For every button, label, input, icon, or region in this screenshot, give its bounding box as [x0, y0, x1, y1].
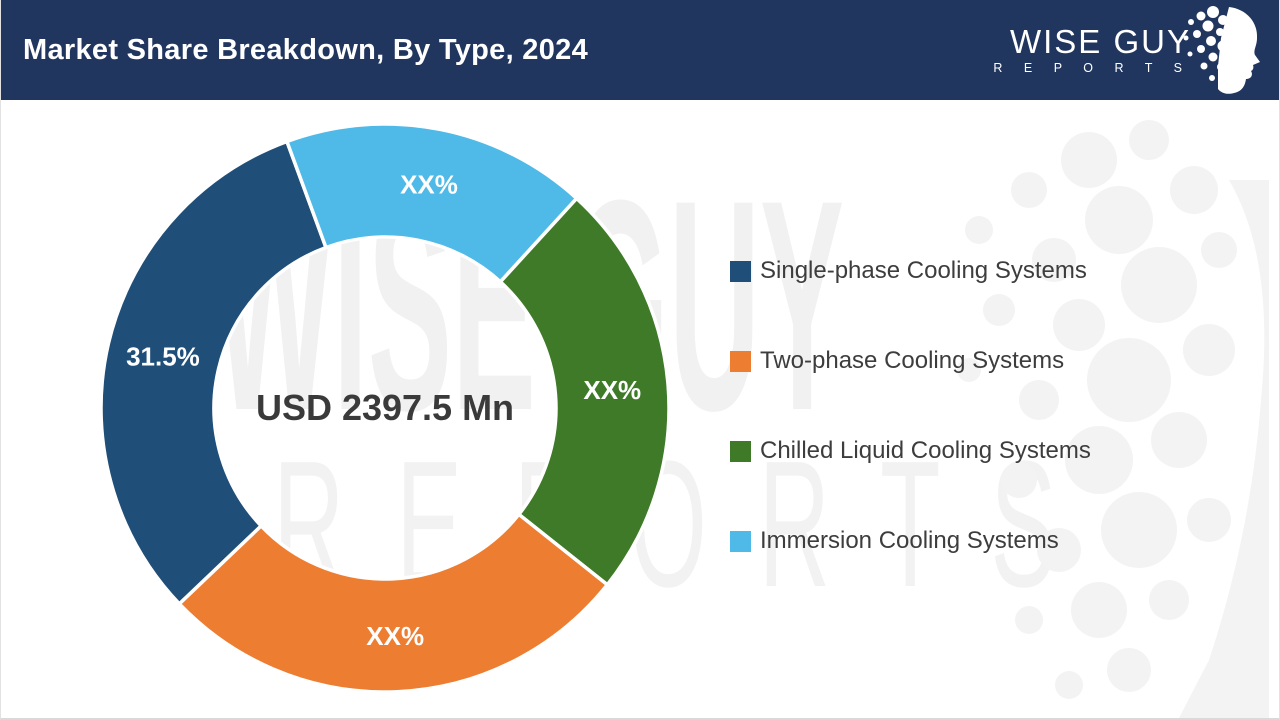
legend-label: Single-phase Cooling Systems: [760, 257, 1087, 284]
legend-swatch: [730, 350, 751, 372]
donut-segment: [285, 122, 579, 284]
donut-segment-label: XX%: [583, 375, 641, 405]
logo-head-icon: [1183, 6, 1260, 94]
legend-item-immersion: Immersion Cooling Systems: [730, 525, 1091, 557]
legend-swatch: [730, 260, 751, 282]
header: Market Share Breakdown, By Type, 2024 WI…: [1, 0, 1279, 100]
page-title: Market Share Breakdown, By Type, 2024: [23, 33, 589, 66]
legend-item-single-phase: Single-phase Cooling Systems: [730, 255, 1091, 287]
donut-segment: [498, 196, 671, 587]
legend-label: Immersion Cooling Systems: [760, 527, 1059, 554]
chart-area: WISE GUY R E P O R T S 31.5% XX% XX% XX%: [1, 100, 1279, 718]
legend-label: Chilled Liquid Cooling Systems: [760, 437, 1091, 464]
donut-center-value: USD 2397.5 Mn: [255, 387, 515, 428]
donut-segment-label: XX%: [400, 169, 458, 199]
donut-segment-label: XX%: [366, 621, 424, 651]
legend-swatch: [730, 440, 751, 462]
donut-segment-label: 31.5%: [126, 341, 200, 371]
legend: Single-phase Cooling Systems Two-phase C…: [730, 255, 1091, 615]
donut-segment: [177, 512, 610, 694]
wiseguy-logo: WISE GUY R E P O R T S: [989, 4, 1263, 96]
wiseguy-watermark: WISE GUY R E P O R T S: [1, 100, 1279, 718]
legend-item-two-phase: Two-phase Cooling Systems: [730, 345, 1091, 377]
legend-label: Two-phase Cooling Systems: [760, 347, 1065, 374]
logo-text: WISE GUY R E P O R T S: [989, 25, 1191, 75]
donut-segment: [99, 139, 328, 606]
watermark-head-icon: [957, 120, 1269, 718]
legend-swatch: [730, 530, 751, 552]
logo-wordmark: WISE GUY: [1009, 23, 1191, 61]
donut-chart: 31.5% XX% XX% XX%: [99, 122, 671, 694]
logo-subtext: R E P O R T S: [993, 60, 1191, 75]
legend-item-chilled-liquid: Chilled Liquid Cooling Systems: [730, 435, 1091, 467]
